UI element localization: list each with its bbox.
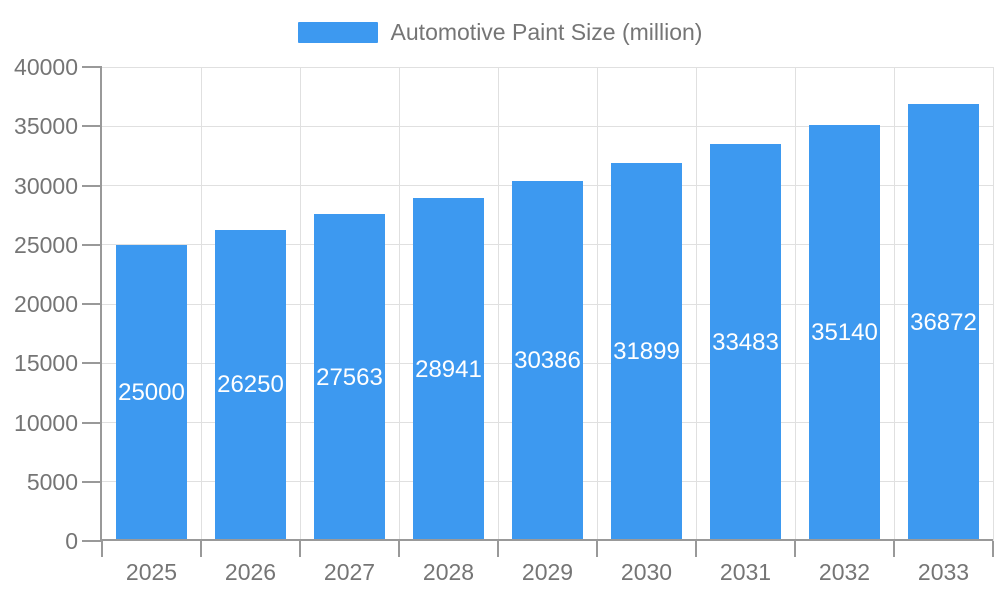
legend-label: Automotive Paint Size (million): [390, 19, 703, 45]
bar[interactable]: 36872: [907, 104, 980, 541]
x-axis-tick: [497, 541, 499, 557]
y-axis-tick-label: 5000: [26, 468, 78, 495]
x-axis-tick-label: 2030: [620, 559, 673, 585]
bar[interactable]: 30386: [511, 180, 584, 541]
y-axis-tick: [82, 421, 102, 424]
gridline-h: [102, 66, 993, 68]
x-axis-tick-label: 2028: [422, 559, 475, 585]
y-axis-line: [100, 67, 102, 541]
bar[interactable]: 26250: [214, 229, 287, 541]
gridline-v: [200, 67, 202, 541]
x-axis-tick-label: 2029: [521, 559, 574, 585]
bar[interactable]: 25000: [115, 244, 188, 541]
y-axis-tick-label: 10000: [14, 409, 78, 436]
y-axis-tick: [82, 243, 102, 246]
bar-value-label: 27563: [316, 363, 383, 391]
x-axis-tick-label: 2032: [818, 559, 871, 585]
x-axis-tick: [794, 541, 796, 557]
y-axis-tick: [82, 125, 102, 128]
y-axis-tick-label: 25000: [14, 231, 78, 258]
x-axis-tick: [893, 541, 895, 557]
bar-value-label: 31899: [613, 337, 680, 365]
y-axis-tick: [82, 480, 102, 483]
y-axis-tick-label: 20000: [14, 291, 78, 317]
x-axis-tick-label: 2025: [125, 559, 178, 585]
legend[interactable]: Automotive Paint Size (million): [0, 20, 1000, 44]
gridline-v: [299, 67, 301, 541]
bar-value-label: 35140: [811, 318, 878, 346]
gridline-v: [794, 67, 796, 541]
bar-value-label: 26250: [217, 371, 284, 399]
x-axis-line: [102, 539, 993, 541]
y-axis-tick-label: 15000: [14, 350, 78, 377]
y-axis-tick-label: 30000: [14, 172, 78, 199]
x-axis-tick: [398, 541, 400, 557]
gridline-v: [695, 67, 697, 541]
x-axis-tick-label: 2033: [917, 559, 970, 585]
y-axis-tick-label: 40000: [14, 54, 78, 80]
gridline-v: [497, 67, 499, 541]
bar[interactable]: 28941: [412, 198, 485, 541]
y-axis-tick: [82, 66, 102, 68]
bar-value-label: 25000: [118, 378, 185, 406]
bar-value-label: 30386: [514, 346, 581, 374]
x-axis-tick-label: 2031: [719, 559, 772, 585]
bar[interactable]: 31899: [610, 162, 683, 541]
gridline-v: [992, 67, 994, 541]
y-axis-tick: [82, 184, 102, 187]
gridline-v: [893, 67, 895, 541]
x-axis-tick: [299, 541, 301, 557]
bar[interactable]: 35140: [808, 124, 881, 541]
x-axis-tick: [596, 541, 598, 557]
gridline-h: [102, 125, 993, 127]
y-axis-tick: [82, 303, 102, 305]
x-axis-tick: [200, 541, 202, 557]
x-axis-tick: [101, 541, 103, 557]
bar-value-label: 33483: [712, 328, 779, 356]
bar-value-label: 36872: [910, 308, 977, 336]
y-axis-tick: [82, 362, 102, 365]
gridline-v: [398, 67, 400, 541]
x-axis-tick-label: 2026: [224, 559, 277, 585]
bar-value-label: 28941: [415, 355, 482, 383]
x-axis-tick: [695, 541, 697, 557]
y-axis-tick-label: 0: [65, 528, 78, 554]
gridline-v: [596, 67, 598, 541]
legend-swatch-icon: [297, 21, 378, 43]
y-axis-tick-label: 35000: [14, 113, 78, 140]
bar[interactable]: 33483: [709, 144, 782, 541]
bar[interactable]: 27563: [313, 214, 386, 541]
x-axis-tick: [992, 541, 994, 557]
y-axis-tick: [82, 540, 102, 542]
x-axis-tick-label: 2027: [323, 559, 376, 585]
